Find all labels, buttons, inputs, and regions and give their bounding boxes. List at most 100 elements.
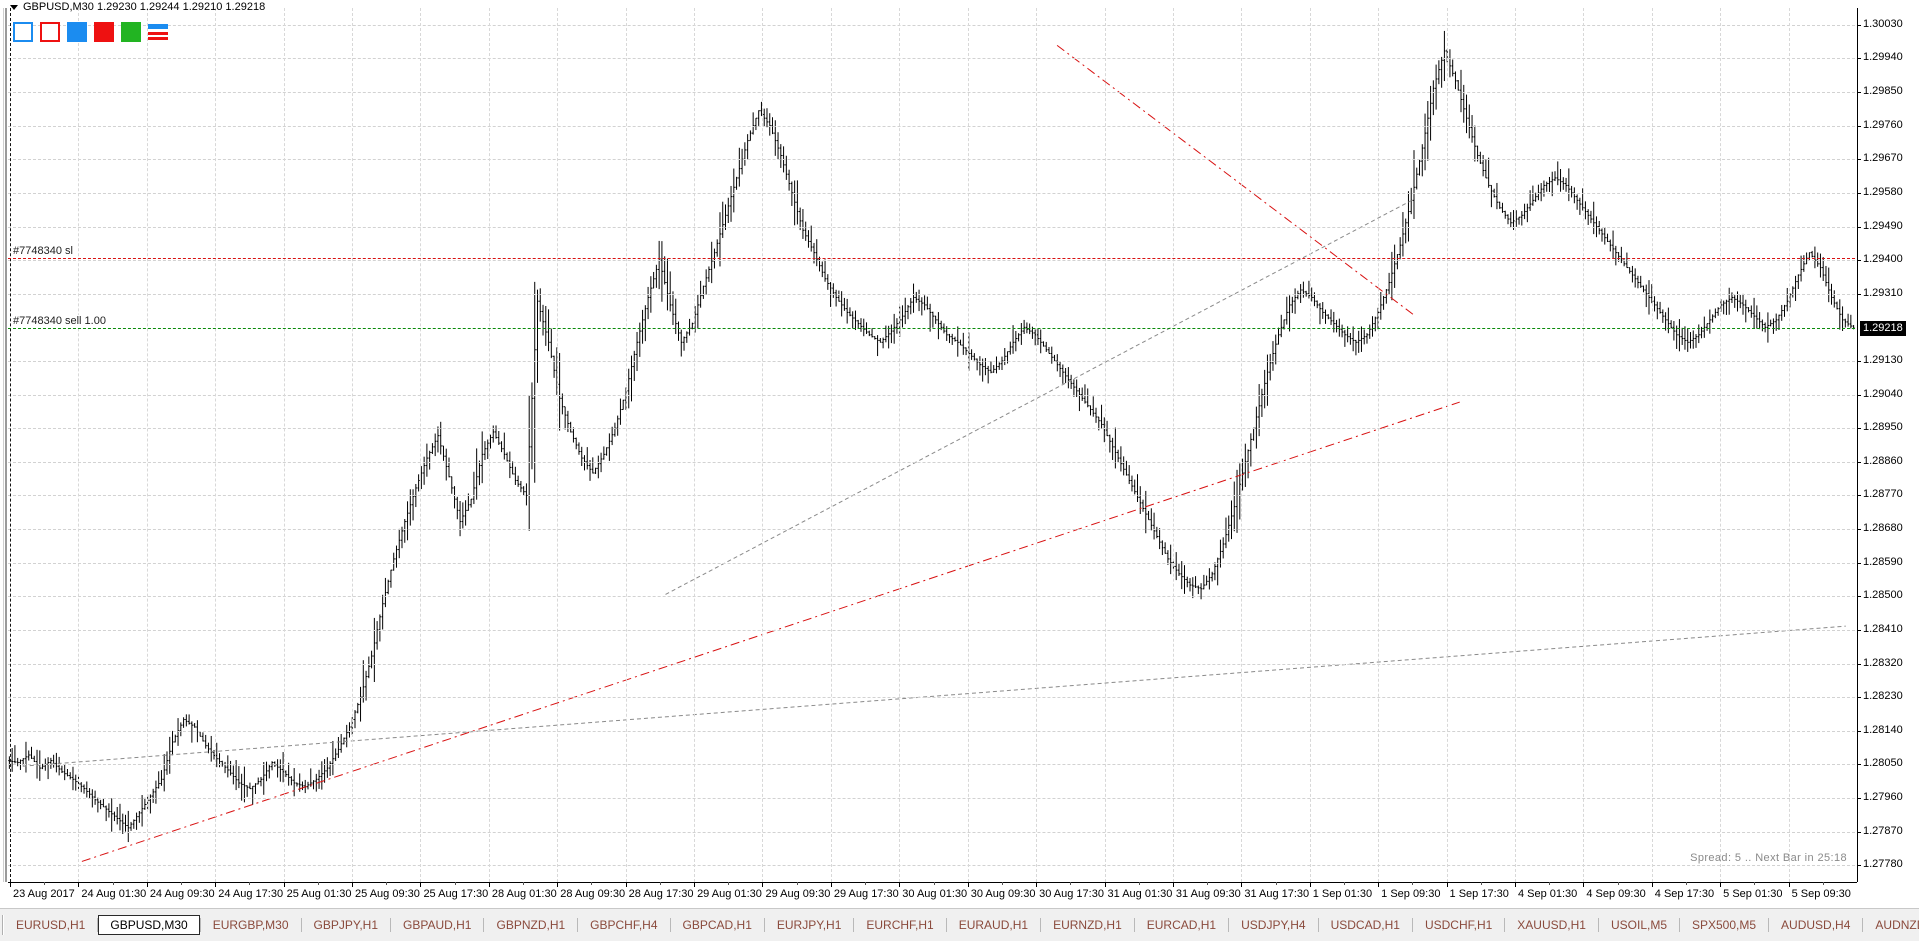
time-tick-mark — [1514, 882, 1516, 887]
tab-eurusd-h1[interactable]: EURUSD,H1 — [16, 918, 86, 932]
vertical-gridline — [215, 8, 217, 882]
time-tick-label: 24 Aug 09:30 — [149, 888, 215, 900]
horizontal-gridline — [8, 159, 1855, 161]
time-tick-mark-minor — [1412, 882, 1414, 885]
price-tick-mark — [1857, 562, 1861, 564]
chart-window[interactable]: GBPUSD,M30 1.29230 1.29244 1.29210 1.292… — [0, 0, 1919, 908]
upper-descending-red[interactable] — [1056, 44, 1416, 317]
ascending-gray-1[interactable] — [665, 199, 1412, 595]
outline-red-swatch[interactable] — [40, 22, 60, 42]
time-tick-mark-minor — [249, 882, 251, 885]
chart-tab-bar[interactable]: EURUSD,H1 GBPUSD,M30 EURGBP,M30 GBPJPY,H1 GB… — [0, 908, 1919, 941]
red-swatch[interactable] — [94, 22, 114, 42]
price-tick-mark — [1857, 797, 1861, 799]
tab-separator — [1679, 918, 1680, 932]
chart-plot-area[interactable]: #7748340 sl #7748340 sell 1.00 Spread: 5 … — [8, 8, 1855, 882]
tab-usdchf-h1[interactable]: USDCHF,H1 — [1424, 918, 1493, 932]
time-tick-mark — [1309, 882, 1311, 887]
current-price-label: 1.29218 — [1860, 321, 1906, 337]
tab-usoil-m5[interactable]: USOIL,M5 — [1610, 918, 1667, 932]
tab-gbpnzd-h1[interactable]: GBPNZD,H1 — [496, 918, 566, 932]
horizontal-gridline — [8, 629, 1855, 631]
time-tick-mark-minor — [1275, 882, 1277, 885]
price-tick-mark — [1857, 461, 1861, 463]
tab-gbpaud-h1[interactable]: GBPAUD,H1 — [403, 918, 472, 932]
horizontal-gridline — [8, 125, 1855, 127]
tab-eurgbp-m30[interactable]: EURGBP,M30 — [212, 918, 289, 932]
time-tick-label: 1 Sep 17:30 — [1449, 888, 1509, 900]
tab-usdjpy-h4[interactable]: USDJPY,H4 — [1241, 918, 1306, 932]
horizontal-gridline — [8, 394, 1855, 396]
time-tick-label: 29 Aug 17:30 — [833, 888, 899, 900]
price-tick-mark — [1857, 764, 1861, 766]
time-tick-mark-minor — [933, 882, 935, 885]
horizontal-gridline — [8, 92, 1855, 94]
tab-audnzd-h1[interactable]: AUDNZD,H1 — [1875, 918, 1919, 932]
tab-separator — [1597, 918, 1599, 932]
price-series-canvas — [8, 30, 1855, 862]
vertical-gridline — [420, 8, 422, 882]
time-tick-label: 30 Aug 17:30 — [1039, 888, 1104, 900]
tab-gbpcad-h1[interactable]: GBPCAD,H1 — [682, 918, 752, 932]
time-tick-label: 28 Aug 09:30 — [560, 888, 626, 900]
chart-menu-triangle-icon[interactable] — [10, 4, 18, 10]
tab-usdcad-h1[interactable]: USDCAD,H1 — [1330, 918, 1400, 932]
tab-xauusd-h1[interactable]: XAUUSD,H1 — [1517, 918, 1586, 932]
tab-audusd-h4[interactable]: AUDUSD,H4 — [1781, 918, 1851, 932]
price-tick-label: 1.29310 — [1863, 286, 1903, 299]
time-tick-mark-minor — [112, 882, 114, 885]
time-tick-label: 28 Aug 17:30 — [628, 888, 694, 900]
price-tick-label: 1.28950 — [1863, 421, 1903, 434]
ascending-gray-2[interactable] — [22, 625, 1846, 767]
tab-separator — [1411, 918, 1413, 932]
time-tick-mark — [283, 882, 285, 887]
blue-swatch[interactable] — [67, 22, 87, 42]
sell-order-line[interactable] — [8, 328, 1855, 330]
price-tick-mark — [1857, 125, 1861, 127]
time-tick-mark — [830, 882, 832, 887]
price-tick-mark — [1857, 293, 1861, 295]
lower-ascending-red[interactable] — [81, 401, 1460, 862]
price-tick-mark — [1857, 260, 1861, 262]
tab-eurnzd-h1[interactable]: EURNZD,H1 — [1053, 918, 1122, 932]
time-tick-label: 31 Aug 17:30 — [1244, 888, 1310, 900]
tab-euraud-h1[interactable]: EURAUD,H1 — [958, 918, 1029, 932]
tab-eurjpy-h1[interactable]: EURJPY,H1 — [776, 918, 842, 932]
stop-loss-line[interactable] — [8, 258, 1855, 260]
green-swatch[interactable] — [121, 22, 141, 42]
time-tick-mark-minor — [1070, 882, 1072, 885]
vertical-gridline — [146, 8, 148, 882]
tab-eurcad-h1[interactable]: EURCAD,H1 — [1146, 918, 1217, 932]
price-tick-mark — [1857, 226, 1861, 228]
price-tick-mark — [1857, 159, 1861, 161]
time-tick-label: 5 Sep 09:30 — [1791, 888, 1851, 900]
vertical-gridline — [1172, 8, 1174, 882]
time-tick-mark — [352, 882, 354, 887]
tab-separator — [1768, 918, 1770, 932]
tab-separator — [1133, 918, 1135, 932]
tab-separator — [1228, 918, 1230, 932]
price-tick-mark — [1857, 730, 1861, 732]
price-tick-mark — [1857, 24, 1861, 26]
horizontal-gridline — [8, 697, 1855, 699]
time-tick-mark — [899, 882, 901, 887]
horizontal-gridline — [8, 293, 1855, 295]
blue-red-stack-swatch[interactable] — [148, 22, 168, 42]
tab-spx500-m5[interactable]: SPX500,M5 — [1692, 918, 1757, 932]
outline-blue-swatch[interactable] — [13, 22, 33, 42]
tab-gbpjpy-h1[interactable]: GBPJPY,H1 — [313, 918, 379, 932]
tab-eurchf-h1[interactable]: EURCHF,H1 — [866, 918, 934, 932]
price-tick-label: 1.29490 — [1863, 219, 1903, 232]
time-tick-mark-minor — [865, 882, 867, 885]
chart-horizontal-scrollbar[interactable] — [0, 902, 1919, 908]
price-tick-label: 1.28320 — [1863, 656, 1903, 669]
time-tick-label: 28 Aug 01:30 — [491, 888, 557, 900]
tab-gbpchf-h4[interactable]: GBPCHF,H4 — [590, 918, 658, 932]
tab-separator — [1862, 918, 1864, 932]
time-tick-mark-minor — [1617, 882, 1619, 885]
tab-gbpusd-m30[interactable]: GBPUSD,M30 — [98, 915, 200, 935]
tab-separator — [1040, 918, 1042, 932]
time-tick-mark — [488, 882, 490, 887]
price-scale[interactable]: 1.30030 1.29940 1.29850 1.29760 1.29670 1.295… — [1857, 8, 1919, 882]
